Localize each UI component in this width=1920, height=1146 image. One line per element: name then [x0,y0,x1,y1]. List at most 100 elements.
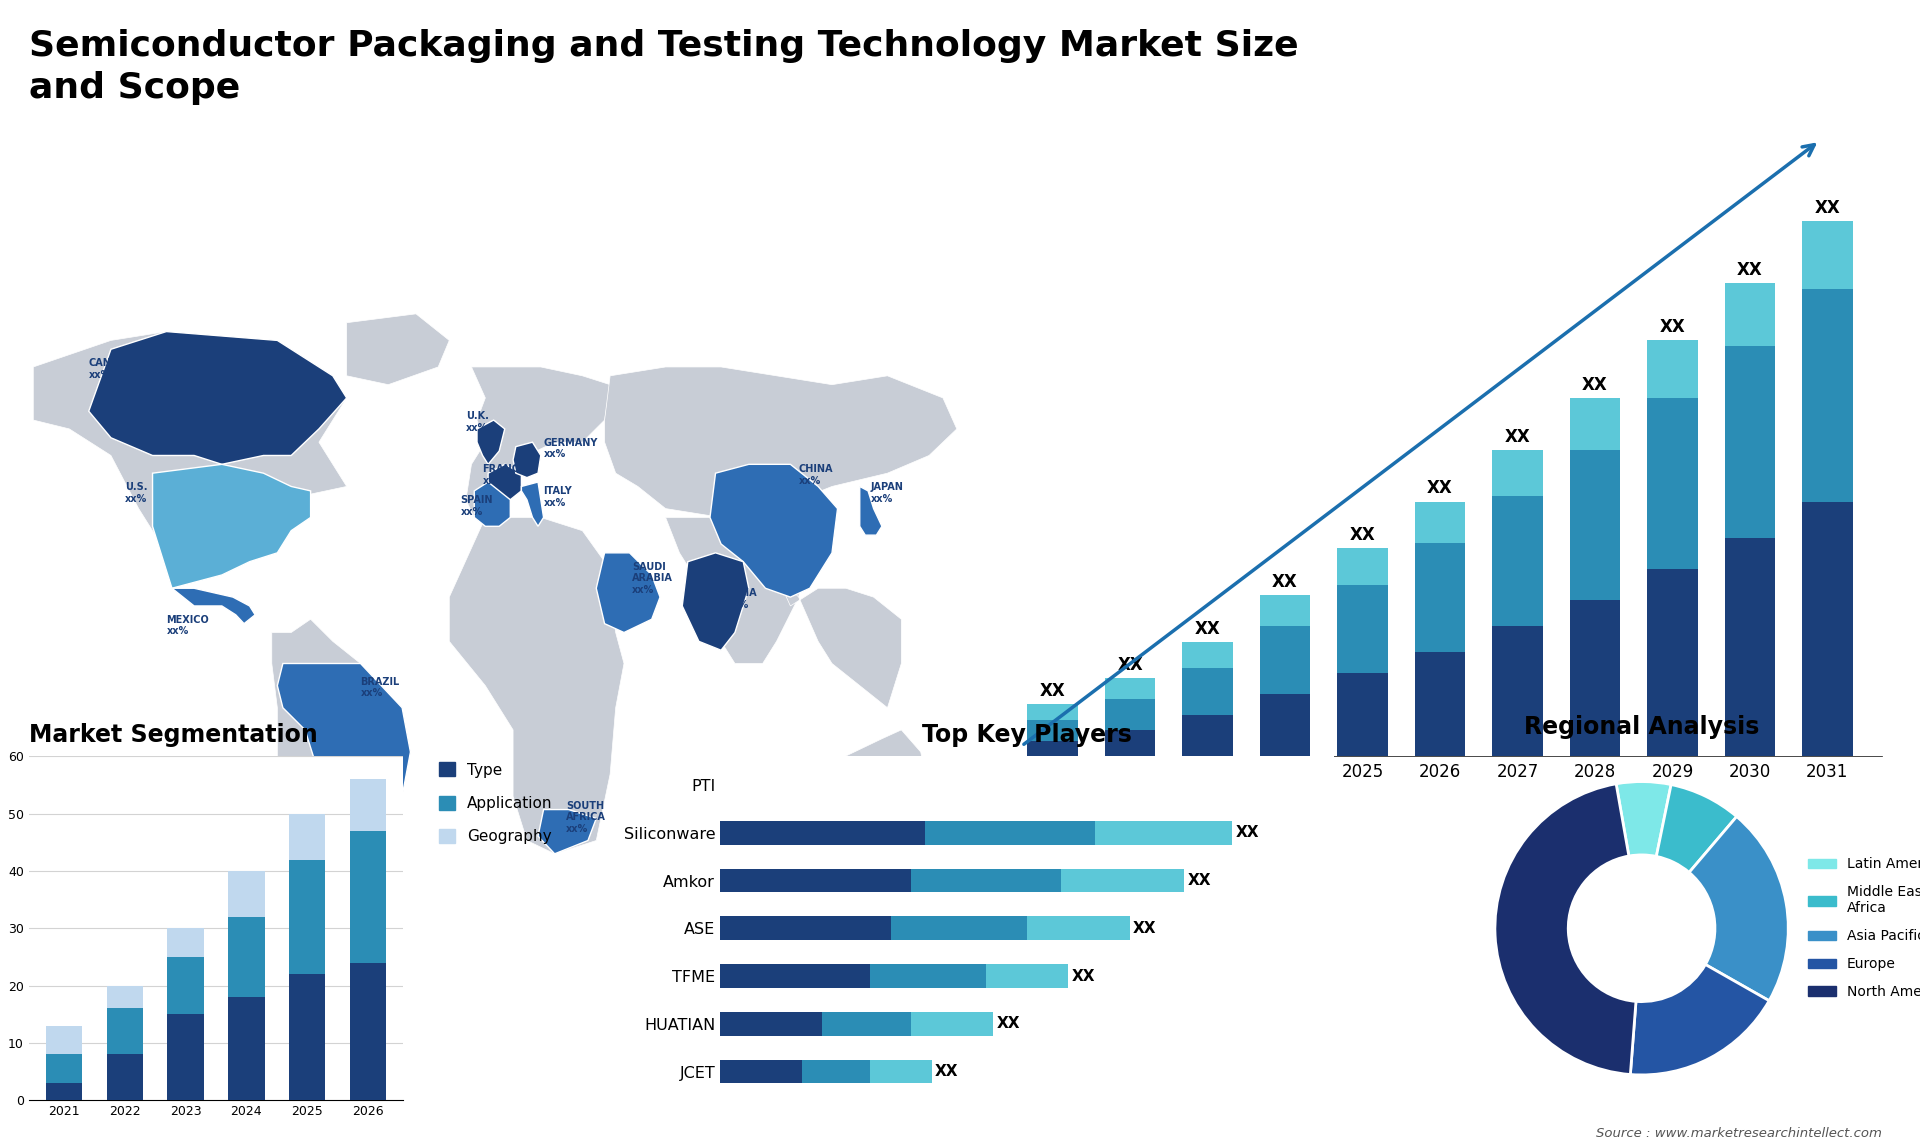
Bar [803,1060,870,1083]
Text: CHINA
xx%: CHINA xx% [799,464,833,486]
Bar [1027,740,1077,756]
Wedge shape [1630,965,1768,1075]
Bar [1492,627,1542,756]
Bar [1027,705,1077,720]
Bar [349,831,386,963]
Bar [288,814,324,860]
PathPatch shape [605,367,956,518]
PathPatch shape [860,486,881,535]
PathPatch shape [173,588,255,623]
PathPatch shape [776,575,900,708]
Bar [1415,502,1465,543]
Bar [1104,730,1156,756]
Bar [912,1012,993,1036]
Bar [870,964,987,988]
PathPatch shape [538,809,597,854]
Bar [720,821,925,845]
PathPatch shape [666,509,818,664]
Text: CANADA
xx%: CANADA xx% [88,358,134,379]
Bar [912,869,1062,893]
PathPatch shape [152,464,311,588]
Bar [1492,496,1542,627]
PathPatch shape [488,464,522,500]
Text: U.K.
xx%: U.K. xx% [467,411,490,433]
PathPatch shape [273,619,411,929]
Bar [288,860,324,974]
Bar [1724,346,1776,537]
Bar [1338,549,1388,584]
PathPatch shape [449,518,624,854]
Text: XX: XX [1041,682,1066,700]
Bar [167,928,204,957]
Bar [1724,537,1776,756]
Bar [1724,283,1776,346]
Text: U.S.
xx%: U.S. xx% [125,482,148,503]
Bar [720,1012,822,1036]
Bar [1571,398,1620,449]
Bar [870,1060,931,1083]
Bar [1338,584,1388,673]
Text: BRAZIL
xx%: BRAZIL xx% [361,677,399,698]
PathPatch shape [276,664,411,840]
Text: XX: XX [1738,261,1763,280]
Bar [1096,821,1233,845]
Bar [228,997,265,1100]
Bar [108,1054,144,1100]
Bar [1104,699,1156,730]
Bar [1647,398,1697,570]
Bar [1183,715,1233,756]
PathPatch shape [88,331,348,464]
PathPatch shape [522,482,543,526]
Text: ITALY
xx%: ITALY xx% [543,486,572,508]
Text: XX: XX [1659,319,1686,336]
Bar [1415,652,1465,756]
PathPatch shape [348,314,449,385]
Bar [349,779,386,831]
Bar [228,871,265,917]
Wedge shape [1690,817,1788,1000]
Bar [1183,668,1233,715]
Bar [228,917,265,997]
Text: XX: XX [1505,427,1530,446]
Wedge shape [1657,785,1738,872]
Bar [108,1008,144,1054]
Text: MEXICO
xx%: MEXICO xx% [167,614,209,636]
PathPatch shape [467,367,611,518]
Text: Semiconductor Packaging and Testing Technology Market Size
and Scope: Semiconductor Packaging and Testing Tech… [29,29,1298,104]
Bar [1338,673,1388,756]
PathPatch shape [816,730,929,827]
Text: XX: XX [1273,573,1298,591]
Bar [1647,340,1697,398]
Text: INDIA
xx%: INDIA xx% [726,588,756,610]
Text: XX: XX [935,1063,958,1080]
Wedge shape [1496,784,1636,1075]
Text: Source : www.marketresearchintellect.com: Source : www.marketresearchintellect.com [1596,1128,1882,1140]
Text: SAUDI
ARABIA
xx%: SAUDI ARABIA xx% [632,562,674,595]
Bar [822,1012,912,1036]
Text: SOUTH
AFRICA
xx%: SOUTH AFRICA xx% [566,801,605,834]
Text: ARGENTINA
xx%: ARGENTINA xx% [311,818,374,840]
PathPatch shape [474,482,511,526]
Bar [46,1026,83,1054]
Bar [720,869,912,893]
Bar [987,964,1068,988]
Text: XX: XX [1188,873,1212,888]
PathPatch shape [292,775,355,916]
Bar [1260,595,1309,627]
Bar [108,986,144,1008]
Bar [1803,502,1853,756]
PathPatch shape [513,442,541,478]
Text: XX: XX [1427,479,1453,497]
Text: SPAIN
xx%: SPAIN xx% [461,495,493,517]
Bar [1803,289,1853,502]
Bar [1260,694,1309,756]
Bar [1647,570,1697,756]
PathPatch shape [33,331,348,588]
Bar [1260,627,1309,694]
Text: XX: XX [1194,620,1221,638]
Bar [1492,449,1542,496]
Bar [1415,543,1465,652]
Bar [1571,449,1620,601]
Legend: Latin America, Middle East &
Africa, Asia Pacific, Europe, North America: Latin America, Middle East & Africa, Asi… [1803,851,1920,1005]
PathPatch shape [597,552,660,633]
